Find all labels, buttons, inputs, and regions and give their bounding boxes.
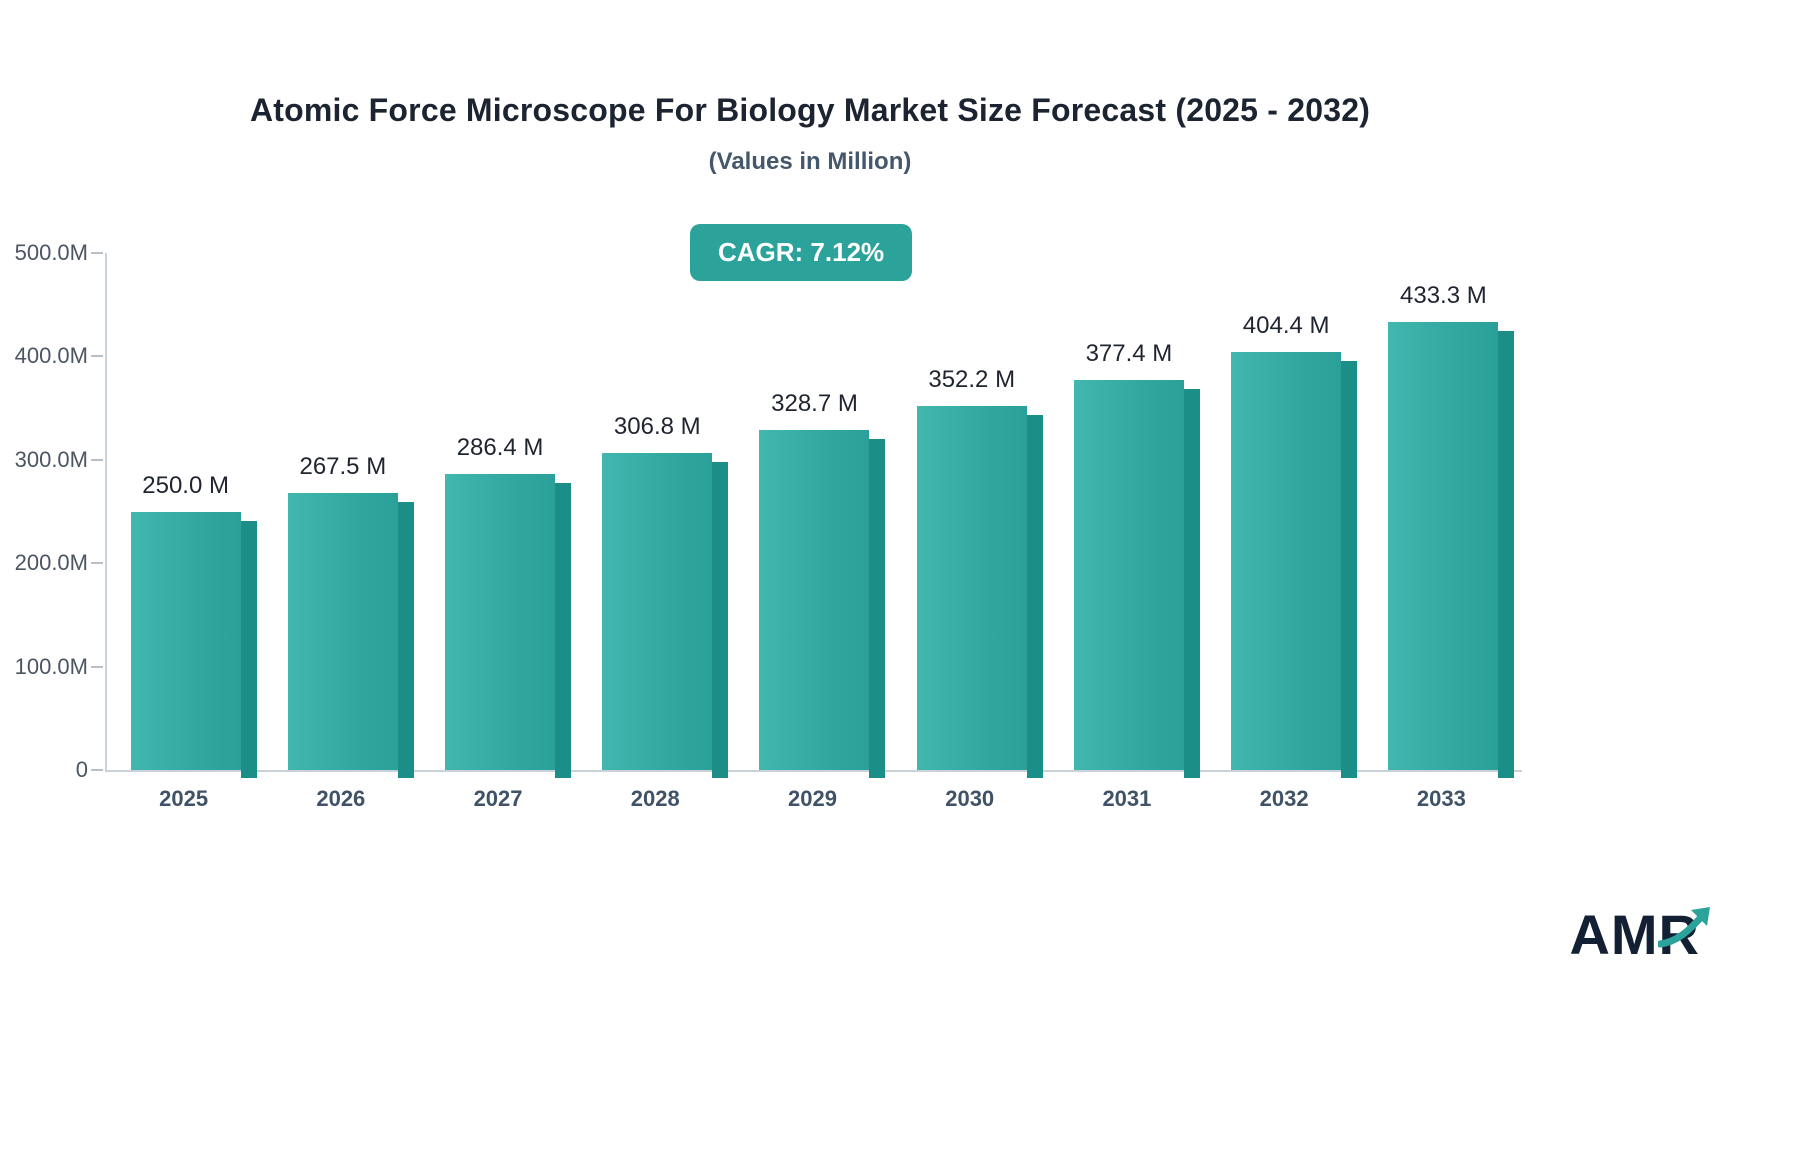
bar-group-2033: 433.3 M [1365,253,1522,779]
bar-2025 [130,511,257,778]
bar-value-label: 267.5 M [299,453,387,481]
bar-group-2029: 328.7 M [736,253,893,778]
x-axis-label-2030: 2030 [945,786,995,811]
bar-2033 [1388,321,1515,779]
plot-area: 250.0 M 267.5 M 286.4 M 306.8 M 328.7 M 352.2… [105,253,1522,779]
bar-2027 [445,473,572,779]
bar-value-label: 404.4 M [1242,311,1330,339]
y-tick-mark [91,458,103,461]
y-tick-mark [91,769,103,771]
bar-group-2032: 404.4 M [1208,253,1365,779]
chart-title: Atomic Force Microscope For Biology Mark… [249,92,1371,128]
x-axis-label-2025: 2025 [159,786,209,811]
y-tick-label: 200.0M [14,550,88,576]
bar-group-2031: 377.4 M [1050,253,1207,779]
bar-value-label: 286.4 M [456,433,544,461]
x-axis-label-2033: 2033 [1416,786,1466,811]
y-tick-label: 400.0M [14,343,88,369]
bar-2029 [759,430,886,778]
bar-2028 [602,452,729,779]
y-tick-mark [91,252,103,254]
x-axis-label-2029: 2029 [788,786,837,811]
x-axis-labels: 2025 2026 2027 2028 2029 2030 2031 2032 2033 [105,786,1520,812]
bar-2032 [1231,351,1358,779]
x-axis-label-2028: 2028 [630,786,680,811]
y-tick-mark [91,562,103,565]
x-axis-label-2026: 2026 [316,786,366,811]
x-axis-label-2031: 2031 [1102,786,1152,811]
bar-value-label: 328.7 M [771,390,858,418]
y-tick-label: 100.0M [14,653,88,679]
y-tick-label: 0 [75,757,88,782]
amr-logo: AMR [1569,902,1710,966]
bar-value-label: 250.0 M [142,471,229,499]
bar-2026 [287,493,414,778]
bar-value-label: 306.8 M [613,412,701,440]
cagr-badge: CAGR: 7.12% [690,224,913,281]
bar-2030 [916,405,1043,779]
x-axis-label-2032: 2032 [1259,786,1309,811]
bar-value-label: 433.3 M [1400,281,1487,309]
bar-group-2028: 306.8 M [579,253,736,779]
y-tick-label: 500.0M [14,240,88,265]
y-tick-label: 300.0M [14,446,88,472]
y-tick-mark [91,665,103,668]
bar-group-2027: 286.4 M [422,253,579,779]
bar-group-2030: 352.2 M [893,253,1050,779]
trend-up-arrow-icon [1658,907,1710,948]
bar-group-2026: 267.5 M [264,253,421,778]
chart-subtitle: (Values in Million) [708,148,912,175]
bar-value-label: 352.2 M [928,365,1016,393]
bar-value-label: 377.4 M [1085,339,1173,367]
x-axis-label-2027: 2027 [473,786,523,811]
y-tick-mark [91,355,103,358]
bar-group-2025: 250.0 M [107,253,264,778]
bars-container: 250.0 M 267.5 M 286.4 M 306.8 M 328.7 M 352.2… [107,253,1522,779]
bar-2031 [1073,379,1200,779]
